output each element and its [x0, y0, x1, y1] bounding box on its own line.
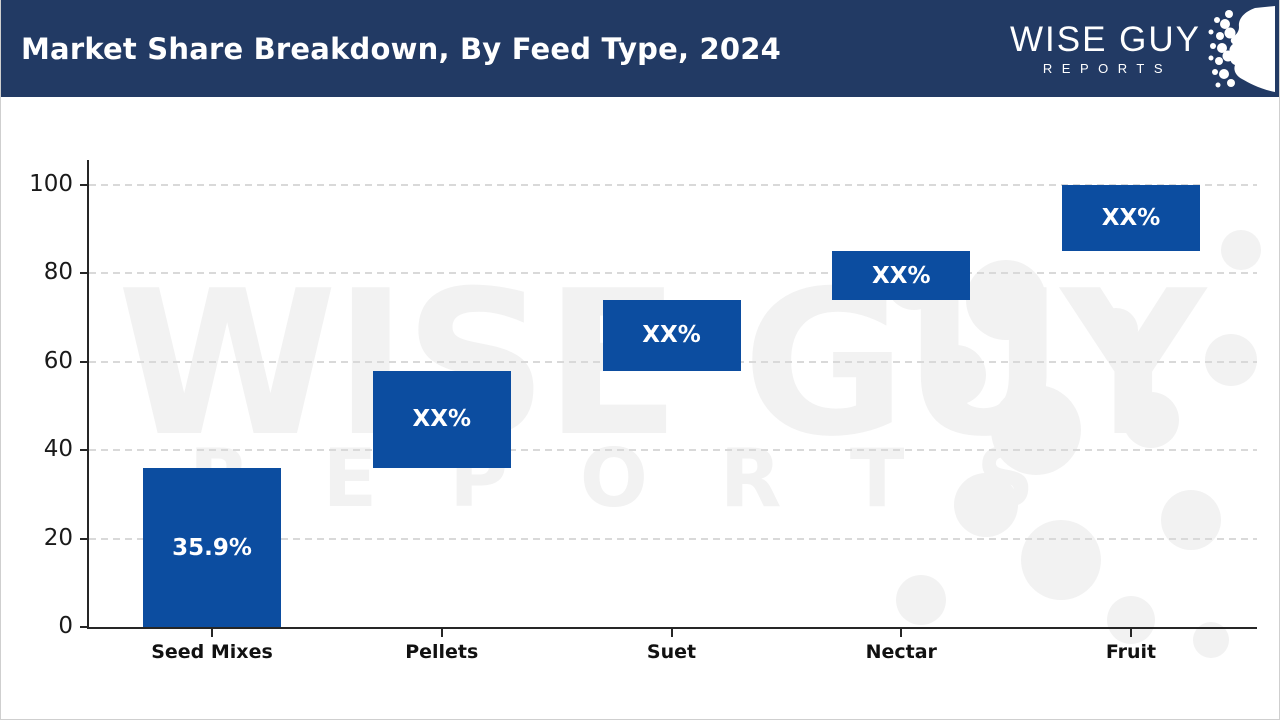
y-axis-tick [80, 360, 88, 363]
bar-seed-mixes: 35.9% [143, 468, 281, 627]
x-axis-tick [211, 629, 213, 637]
gridline [89, 272, 1257, 275]
x-axis-line [87, 627, 1257, 629]
logo-subtitle: REPORTS [1042, 60, 1173, 76]
x-axis-tick [440, 629, 443, 637]
bar-value-label: 35.9% [172, 534, 252, 561]
watermark: WISE GUY REPORTS [1, 97, 1279, 719]
x-axis-category-label: Seed Mixes [151, 641, 273, 663]
header-bar: Market Share Breakdown, By Feed Type, 20… [1, 0, 1279, 97]
watermark-face-dots-icon [886, 230, 1261, 658]
bar-pellets: XX% [372, 370, 511, 469]
x-axis-category-label: Suet [646, 641, 697, 663]
bar-nectar: XX% [832, 251, 971, 300]
gridline [89, 449, 1257, 452]
y-axis-tick-label: 20 [43, 524, 73, 551]
bar-value-label: XX% [871, 262, 931, 289]
y-axis-tick-label: 80 [43, 259, 73, 286]
y-axis-tick [80, 626, 88, 628]
logo-wordmark: WISE GUY [1009, 20, 1201, 60]
report-title: Market Share Breakdown, By Feed Type, 20… [21, 31, 782, 66]
bar-fruit: XX% [1062, 185, 1200, 252]
y-axis-line [87, 160, 89, 629]
y-axis-tick [80, 537, 88, 540]
gridline [89, 537, 1257, 540]
bar-value-label: XX% [1101, 205, 1161, 232]
x-axis-category-label: Nectar [865, 641, 937, 663]
y-axis-tick-label: 0 [58, 613, 73, 639]
bar-suet: XX% [602, 299, 741, 371]
gridline [89, 184, 1257, 186]
logo-text-block: WISE GUY REPORTS [1009, 20, 1201, 76]
x-axis-category-label: Pellets [405, 641, 479, 663]
watermark-subtitle: REPORTS [189, 432, 1107, 525]
bar-value-label: XX% [642, 322, 701, 349]
logo-face-icon [1208, 6, 1275, 92]
x-axis-tick [670, 629, 673, 637]
x-axis-tick [900, 629, 903, 637]
y-axis-tick-label: 40 [43, 436, 73, 463]
x-axis-tick [1130, 629, 1132, 637]
y-axis-tick [80, 184, 88, 186]
wiseguy-logo: WISE GUY REPORTS [1010, 4, 1275, 94]
y-axis-tick [80, 272, 88, 275]
y-axis-tick [80, 449, 88, 452]
bar-value-label: XX% [412, 406, 471, 433]
y-axis-tick-label: 100 [29, 171, 73, 197]
x-axis-category-label: Fruit [1105, 641, 1157, 663]
y-axis-tick-label: 60 [43, 347, 73, 374]
